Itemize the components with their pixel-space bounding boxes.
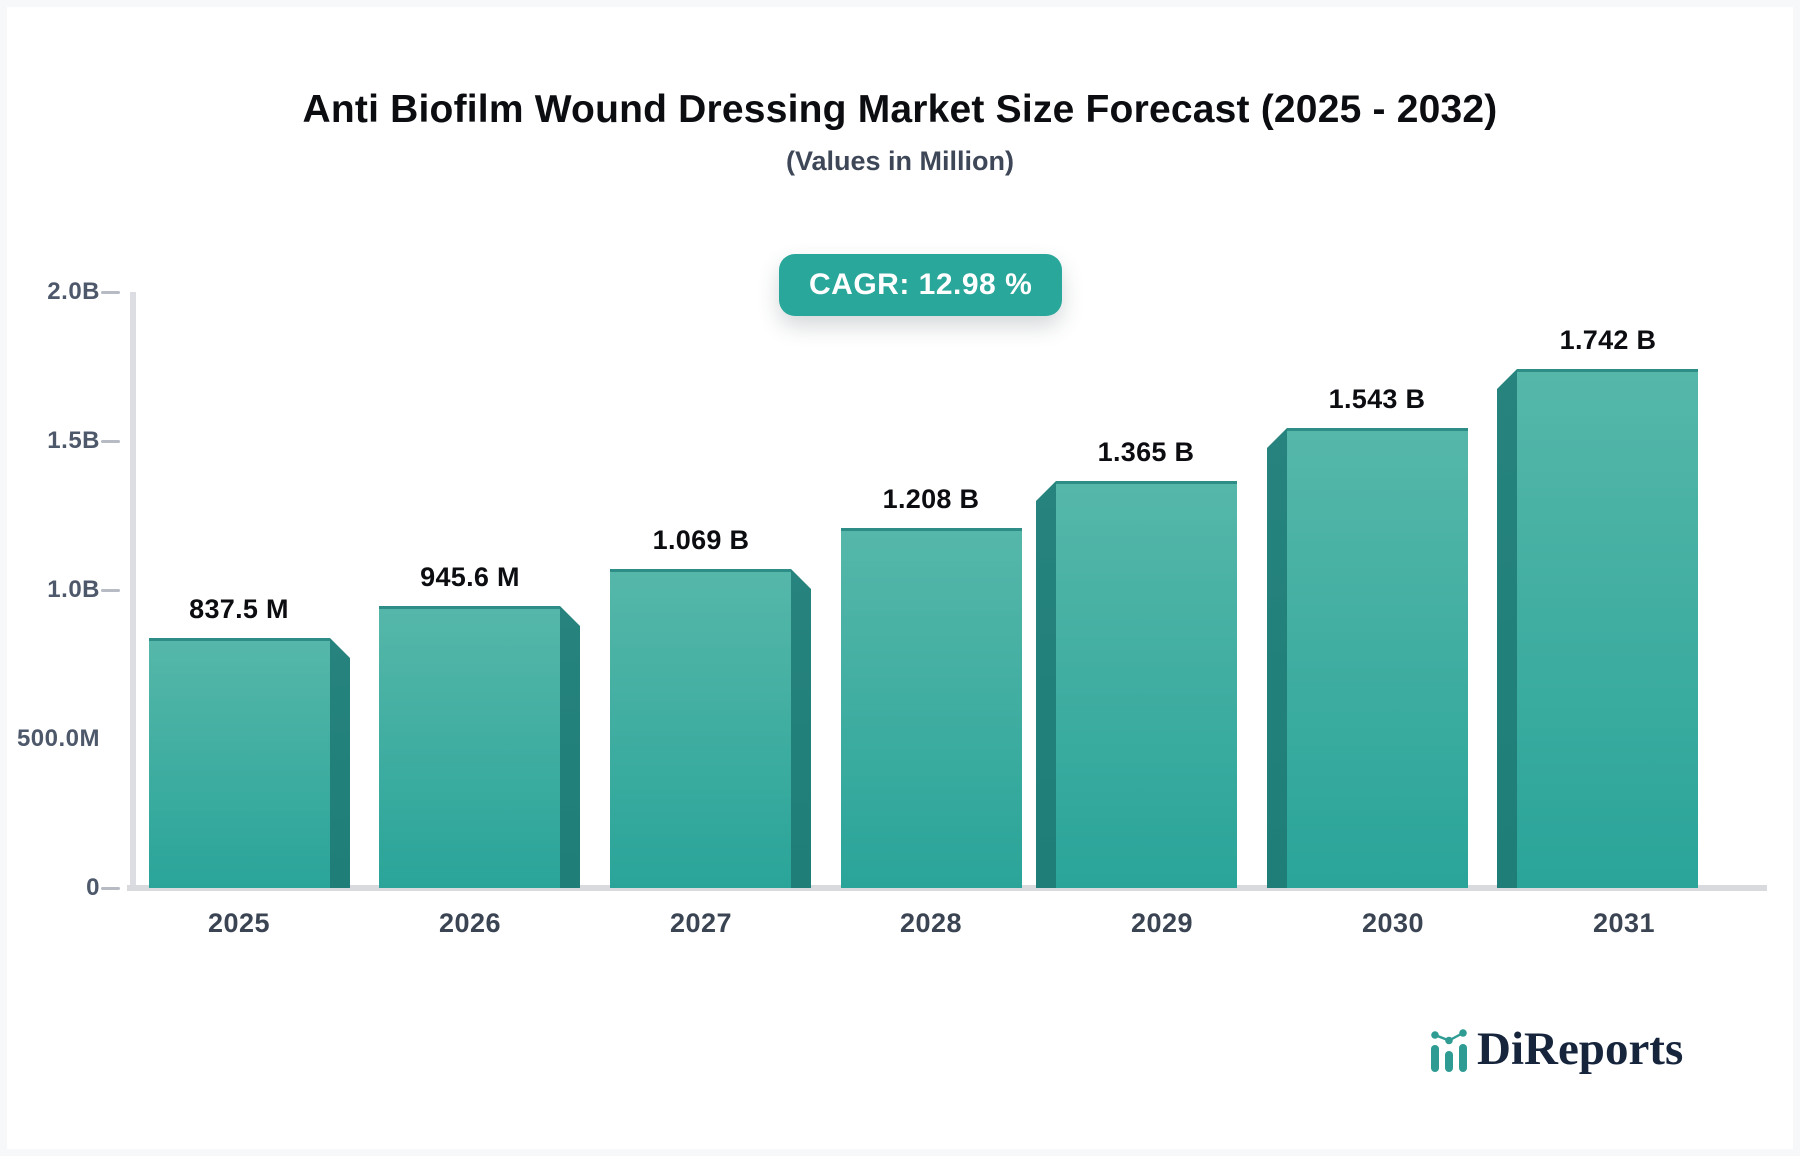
- bar: [1287, 428, 1468, 888]
- bar: [610, 569, 791, 888]
- bar-value-label: 1.365 B: [1097, 437, 1195, 467]
- y-axis-label: 0: [86, 874, 100, 901]
- bar-value-label: 945.6 M: [420, 562, 520, 592]
- x-axis-label: 2025: [207, 908, 271, 938]
- bar: [1056, 481, 1237, 888]
- direports-logo: DiReports: [1430, 1026, 1683, 1073]
- cagr-badge: CAGR: 12.98 %: [779, 254, 1063, 316]
- chart-subtitle: (Values in Million): [785, 146, 1015, 176]
- y-axis-label: 500.0M: [16, 725, 100, 752]
- y-axis-label: 1.5B: [47, 427, 100, 454]
- bar-value-label: 1.742 B: [1559, 325, 1657, 355]
- x-axis-label: 2031: [1592, 908, 1656, 938]
- x-axis-line: [127, 885, 1767, 891]
- bar-value-label: 837.5 M: [189, 594, 289, 624]
- logo-text: DiReports: [1477, 1023, 1684, 1075]
- bar-3d-side: [560, 606, 580, 888]
- bar-value-label: 1.069 B: [652, 525, 750, 555]
- bar-value-label: 1.543 B: [1328, 384, 1426, 414]
- bar: [149, 638, 330, 888]
- x-axis-label: 2028: [899, 908, 963, 938]
- bar-value-label: 1.208 B: [882, 484, 980, 514]
- y-tick-mark: [101, 887, 120, 890]
- y-axis-line: [130, 292, 136, 891]
- y-tick-mark: [101, 589, 120, 592]
- bar: [1517, 369, 1698, 888]
- y-tick-mark: [101, 440, 120, 443]
- bar-3d-side: [1497, 369, 1517, 888]
- chart-title: Anti Biofilm Wound Dressing Market Size …: [302, 88, 1498, 131]
- bar-chart-logo-icon: [1430, 1027, 1468, 1072]
- y-tick-mark: [101, 291, 120, 294]
- y-axis-label: 1.0B: [47, 576, 100, 603]
- bar: [379, 606, 560, 888]
- bar: [841, 528, 1022, 888]
- x-axis-label: 2029: [1130, 908, 1194, 938]
- x-axis-label: 2026: [438, 908, 502, 938]
- x-axis-label: 2030: [1361, 908, 1425, 938]
- y-axis-label: 2.0B: [47, 278, 100, 305]
- x-axis-label: 2027: [669, 908, 733, 938]
- bar-3d-side: [791, 569, 811, 888]
- bar-3d-side: [330, 638, 350, 888]
- bar-3d-side: [1036, 481, 1056, 888]
- bar-3d-side: [1267, 428, 1287, 888]
